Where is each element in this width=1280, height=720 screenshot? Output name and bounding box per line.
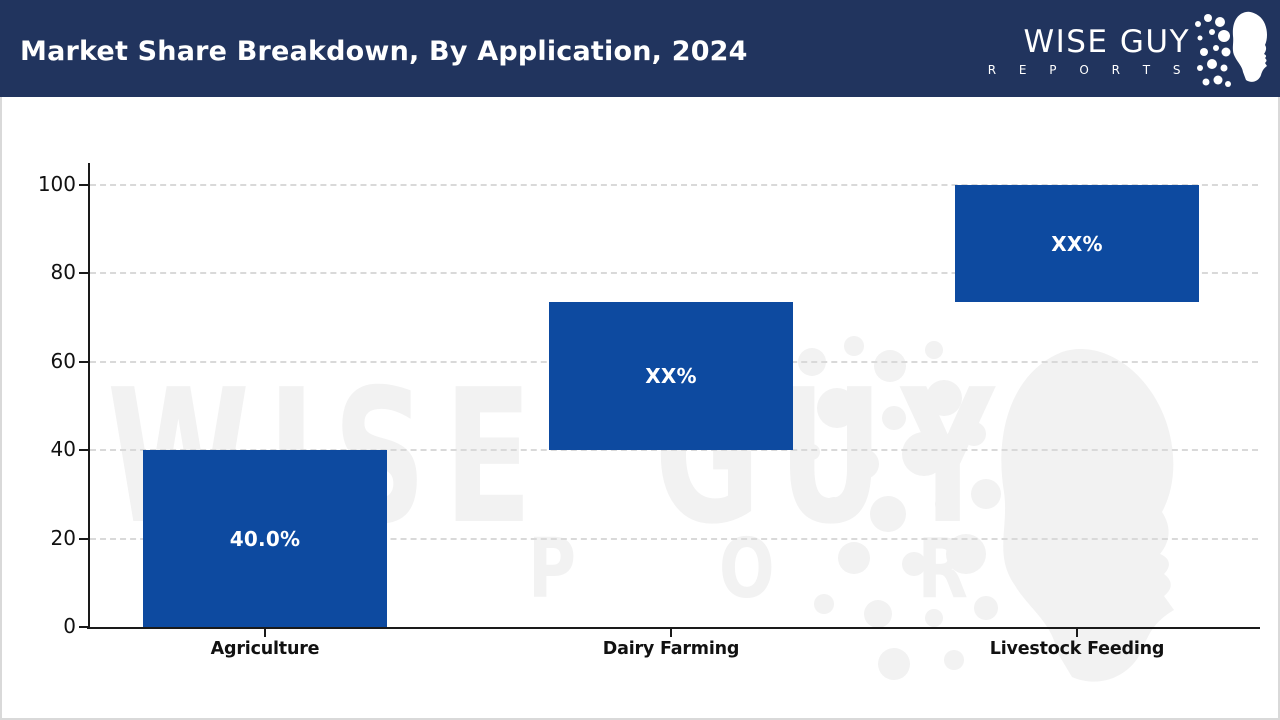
- logo-subtitle: R E P O R T S: [987, 63, 1190, 77]
- y-tick-label-100: 100: [37, 172, 76, 196]
- y-tick-mark-60: [79, 360, 88, 363]
- y-tick-mark-80: [79, 272, 88, 275]
- gridline-80: [90, 272, 1258, 275]
- y-tick-label-20: 20: [50, 525, 76, 550]
- bar-value-label: XX%: [645, 364, 697, 389]
- gridline-100: [90, 184, 1258, 186]
- header-bar: Market Share Breakdown, By Application, …: [0, 0, 1280, 97]
- x-axis-label-dairy-farming: Dairy Farming: [602, 639, 740, 659]
- y-tick-label-0: 0: [63, 614, 76, 638]
- y-tick-mark-20: [79, 537, 88, 540]
- y-tick-label-60: 60: [50, 348, 76, 373]
- gridline-20: [90, 537, 1258, 540]
- x-axis-label-livestock-feeding: Livestock Feeding: [989, 639, 1165, 659]
- logo-text: WISE GUY R E P O R T S: [984, 24, 1190, 77]
- y-axis-spine: [88, 163, 90, 629]
- y-tick-mark-100: [79, 184, 88, 186]
- watermark-face-icon: [798, 336, 1174, 682]
- x-axis-spine: [87, 627, 1260, 629]
- bar-value-label: 40.0%: [229, 526, 301, 551]
- bar-value-label: XX%: [1051, 231, 1103, 256]
- gridline-40: [90, 449, 1258, 452]
- logo-face-icon: [1195, 11, 1267, 87]
- x-tick-mark-1: [670, 629, 672, 637]
- bar-dairy-farming: XX%: [549, 302, 793, 451]
- x-tick-mark-0: [264, 629, 266, 637]
- y-tick-label-80: 80: [50, 260, 76, 285]
- x-axis-label-agriculture: Agriculture: [210, 639, 320, 659]
- x-tick-mark-2: [1076, 629, 1078, 637]
- bar-livestock-feeding: XX%: [955, 185, 1199, 303]
- y-tick-mark-40: [79, 449, 88, 452]
- y-tick-label-40: 40: [50, 437, 76, 462]
- wise-guy-reports-logo: WISE GUY R E P O R T S: [988, 6, 1268, 94]
- y-tick-mark-0: [79, 626, 88, 628]
- logo-wordmark: WISE GUY: [1023, 24, 1190, 60]
- bar-agriculture: 40.0%: [143, 450, 387, 627]
- chart-title: Market Share Breakdown, By Application, …: [20, 36, 748, 67]
